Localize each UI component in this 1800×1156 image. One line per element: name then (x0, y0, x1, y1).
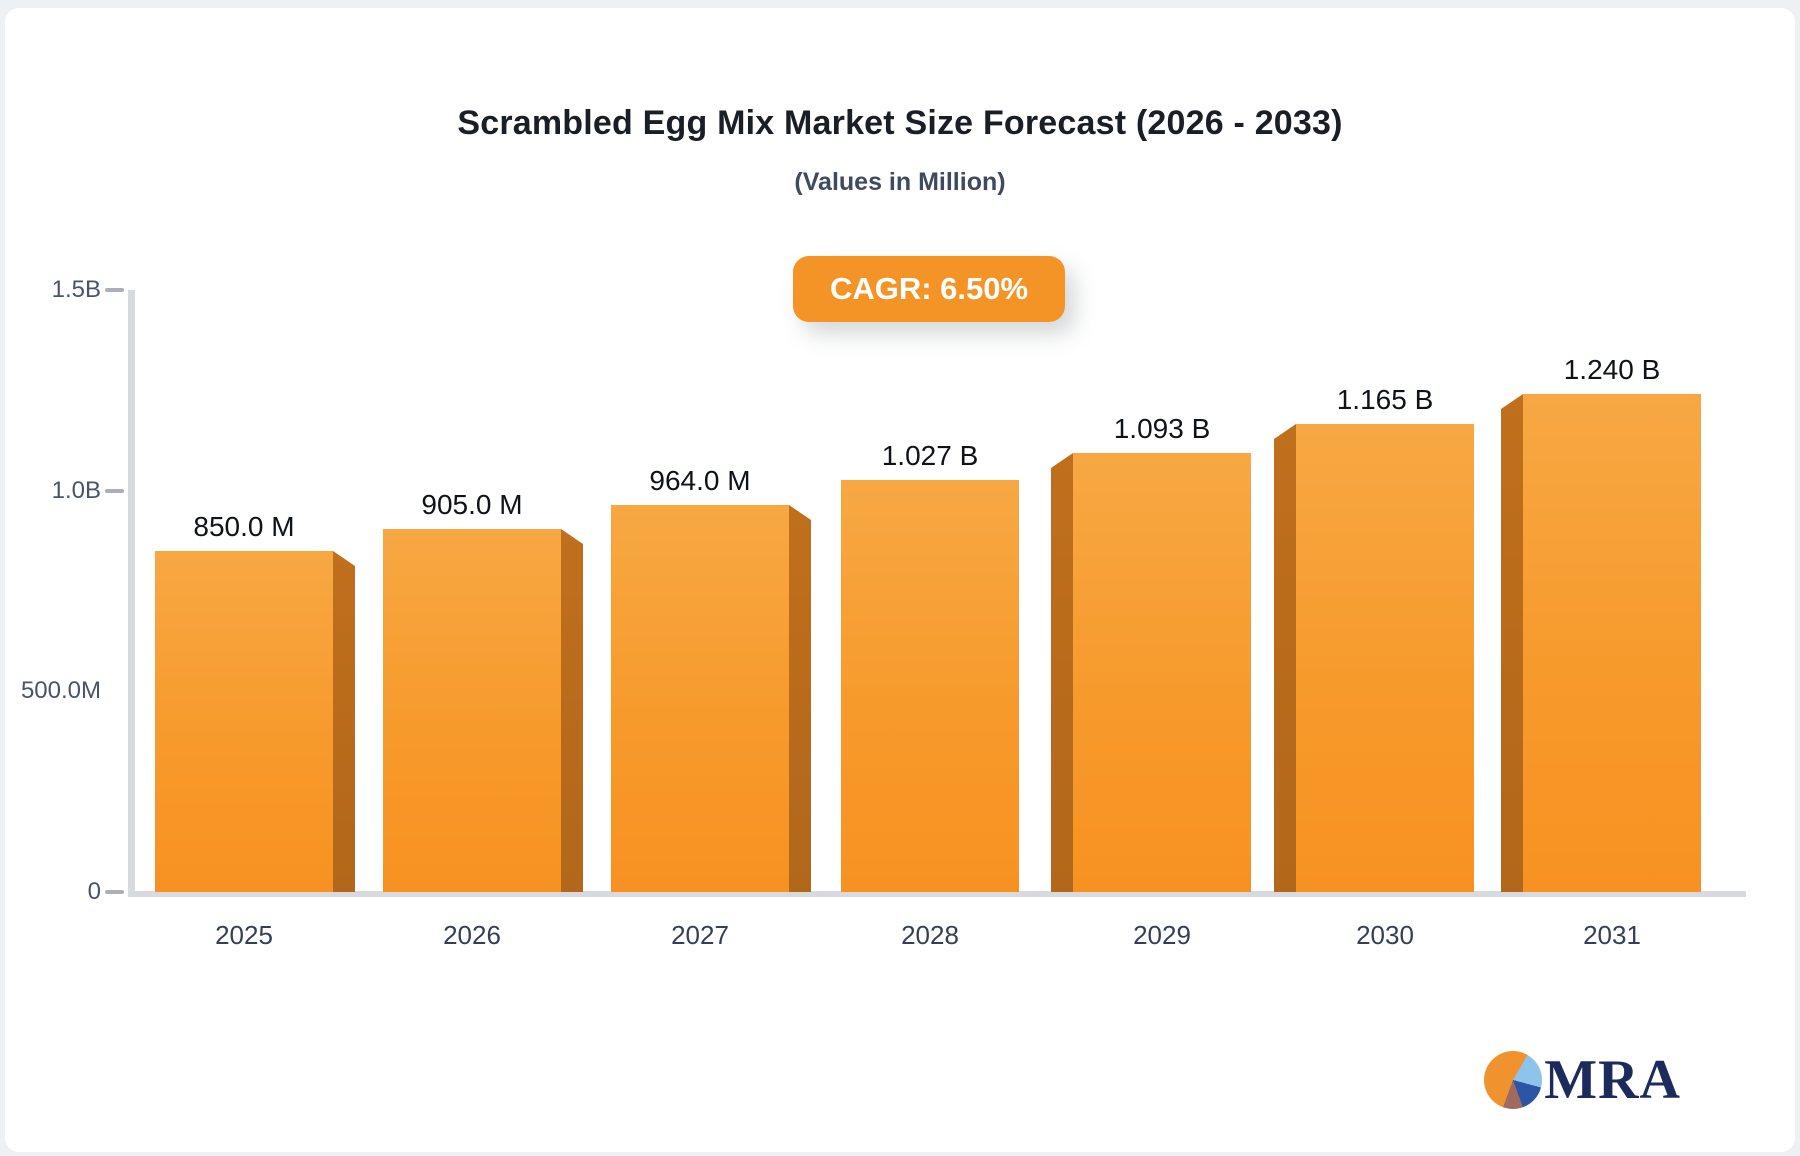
bar-value-label: 1.093 B (1113, 413, 1211, 444)
bar-value-label: 850.0 M (193, 511, 295, 542)
x-axis-label-2028: 2028 (901, 920, 959, 950)
cagr-badge: CAGR: 6.50% (793, 256, 1065, 322)
brand-logo: MRA (1484, 1048, 1681, 1112)
bar-side-2027 (789, 505, 811, 892)
bar-2025[interactable] (155, 551, 333, 892)
bar-2027[interactable] (611, 505, 789, 892)
pie-chart-logo-icon (1484, 1051, 1543, 1109)
chart-subtitle: (Values in Million) (794, 168, 1006, 196)
bar-2028[interactable] (841, 480, 1019, 892)
bar-2031[interactable] (1523, 394, 1701, 892)
bar-side-2025 (333, 551, 355, 892)
y-tick-label: 0 (87, 878, 101, 905)
y-tick-mark (105, 890, 124, 894)
bar-value-label: 905.0 M (421, 489, 523, 520)
bar-side-2026 (561, 529, 583, 892)
bar-value-label: 1.240 B (1563, 354, 1661, 385)
y-axis-line (128, 290, 135, 892)
bar-value-label: 1.165 B (1336, 384, 1434, 415)
y-tick-label: 500.0M (20, 677, 101, 705)
bar-2029[interactable] (1073, 453, 1251, 892)
x-axis-label-2027: 2027 (671, 920, 729, 950)
bar-2030[interactable] (1296, 424, 1474, 892)
x-axis-label-2029: 2029 (1133, 920, 1191, 950)
x-axis-label-2025: 2025 (215, 920, 273, 950)
y-tick-label: 1.5B (51, 276, 101, 303)
logo-text: MRA (1544, 1049, 1681, 1111)
x-axis-label-2031: 2031 (1583, 920, 1641, 950)
bar-side-2030 (1274, 424, 1296, 892)
bar-side-2029 (1051, 453, 1073, 892)
chart-card: Scrambled Egg Mix Market Size Forecast (… (5, 8, 1795, 1152)
x-axis-line (128, 891, 1746, 897)
y-tick-label: 1.0B (51, 476, 101, 504)
bar-2026[interactable] (383, 529, 561, 892)
bar-side-2031 (1501, 394, 1523, 892)
bar-value-label: 1.027 B (881, 440, 979, 471)
chart-title: Scrambled Egg Mix Market Size Forecast (… (457, 104, 1343, 142)
x-axis-label-2026: 2026 (443, 920, 501, 950)
y-tick-mark (105, 288, 124, 292)
bar-value-label: 964.0 M (649, 465, 751, 496)
y-tick-mark (105, 488, 124, 493)
x-axis-label-2030: 2030 (1356, 920, 1414, 950)
